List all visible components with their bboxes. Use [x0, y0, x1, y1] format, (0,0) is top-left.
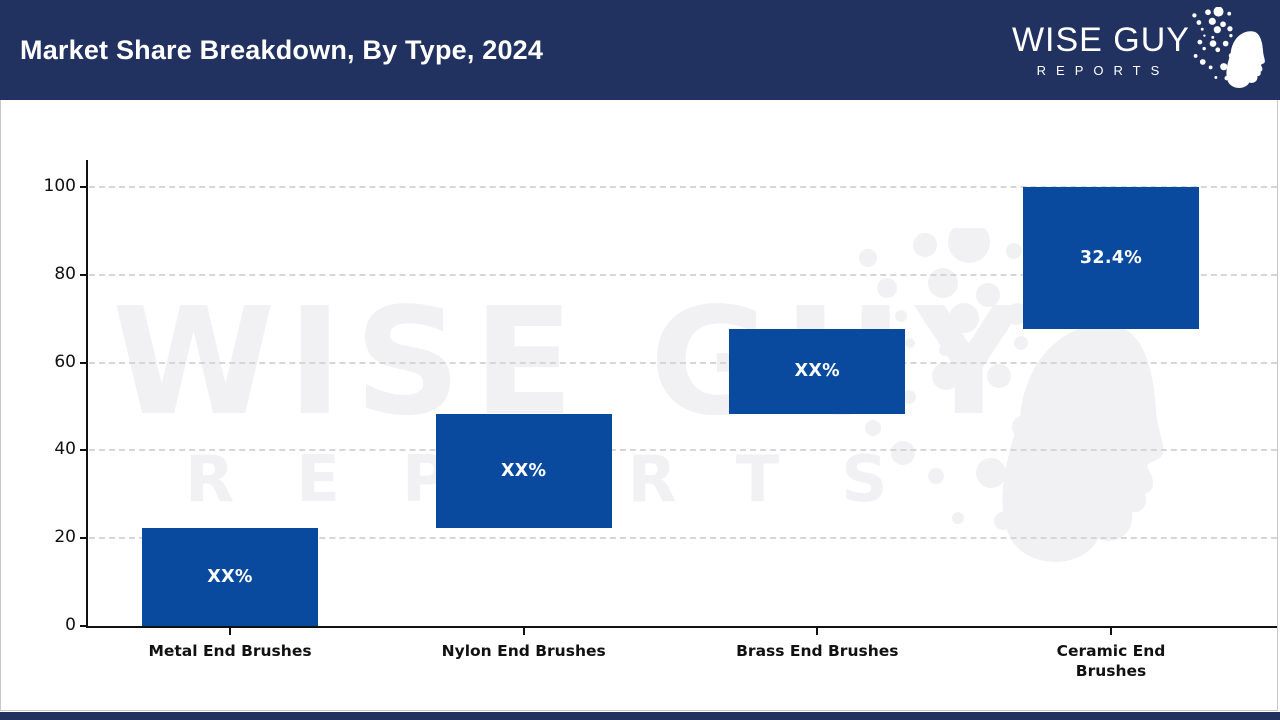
logo-subtitle: REPORTS [1036, 63, 1170, 78]
watermark-subtext: REPORTS [185, 443, 950, 517]
wise-guy-logo: WISE GUY REPORTS [1012, 7, 1266, 93]
header-band: Market Share Breakdown, By Type, 2024 WI… [0, 0, 1280, 100]
logo-wordmark: WISE GUY [1011, 21, 1190, 59]
watermark-head-icon [859, 228, 1164, 563]
logo-text: WISE GUY REPORTS [1012, 23, 1190, 77]
footer-band [0, 712, 1280, 720]
chart-title: Market Share Breakdown, By Type, 2024 [20, 34, 544, 65]
logo-head-icon [1192, 7, 1265, 88]
